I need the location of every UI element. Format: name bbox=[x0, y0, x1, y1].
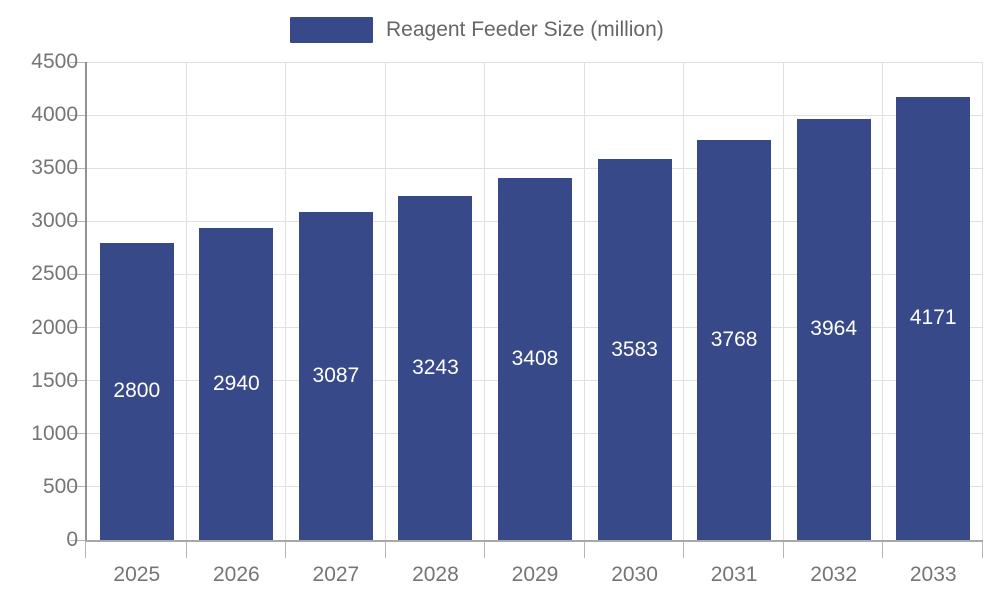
bar-value-label: 3768 bbox=[710, 327, 758, 351]
y-axis-tick bbox=[70, 327, 85, 329]
bar-2028[interactable]: 3243 bbox=[398, 195, 473, 540]
bar-2029[interactable]: 3408 bbox=[498, 178, 572, 540]
gridline-vertical bbox=[683, 62, 684, 540]
x-axis-tick bbox=[385, 542, 386, 558]
y-axis-tick bbox=[70, 273, 85, 275]
bar-2033[interactable]: 4171 bbox=[896, 96, 971, 540]
y-axis-tick-label: 2500 bbox=[31, 262, 78, 286]
bar-2027[interactable]: 3087 bbox=[298, 212, 373, 540]
x-axis-tick bbox=[982, 542, 983, 558]
x-axis-tick bbox=[783, 542, 784, 558]
legend-swatch-icon bbox=[290, 17, 373, 43]
x-axis-tick-label: 2027 bbox=[312, 563, 360, 586]
gridline-vertical bbox=[484, 62, 485, 540]
y-axis-tick-label: 4000 bbox=[31, 103, 78, 127]
x-axis-tick-label: 2033 bbox=[909, 563, 957, 586]
y-axis-tick bbox=[70, 114, 85, 116]
gridline-vertical bbox=[385, 62, 386, 540]
bar-value-label: 3408 bbox=[511, 347, 559, 370]
x-axis-tick-label: 2032 bbox=[810, 563, 858, 586]
bar-value-label: 3243 bbox=[412, 355, 459, 379]
y-axis-tick-label: 0 bbox=[66, 528, 78, 551]
gridline-horizontal bbox=[87, 62, 983, 63]
bar-value-label: 3964 bbox=[810, 317, 858, 341]
x-axis-tick bbox=[683, 542, 684, 558]
gridline-vertical bbox=[882, 62, 883, 540]
legend-label: Reagent Feeder Size (million) bbox=[386, 18, 664, 41]
x-axis-tick bbox=[484, 542, 485, 558]
bar-value-label: 3087 bbox=[312, 364, 360, 388]
x-axis-tick bbox=[285, 542, 286, 558]
x-axis-tick-label: 2025 bbox=[113, 563, 161, 586]
y-axis-tick bbox=[70, 61, 85, 63]
y-axis-tick bbox=[70, 486, 85, 488]
gridline-vertical bbox=[186, 62, 187, 540]
y-axis-tick bbox=[70, 539, 85, 541]
gridline-vertical bbox=[584, 62, 585, 540]
gridline-vertical bbox=[783, 62, 784, 540]
bar-2032[interactable]: 3964 bbox=[796, 118, 871, 540]
y-axis-tick-label: 2000 bbox=[31, 315, 78, 339]
bar-value-label: 2800 bbox=[113, 379, 161, 403]
y-axis-tick-label: 3000 bbox=[31, 209, 78, 233]
y-axis-tick-label: 3500 bbox=[31, 156, 78, 180]
bar-value-label: 2940 bbox=[212, 371, 260, 395]
x-axis-tick bbox=[186, 542, 187, 558]
y-axis-tick bbox=[70, 167, 85, 169]
x-axis-tick-label: 2031 bbox=[710, 563, 758, 586]
bar-value-label: 3583 bbox=[611, 337, 658, 361]
gridline-horizontal bbox=[87, 167, 983, 169]
bar-2026[interactable]: 2940 bbox=[199, 227, 274, 540]
x-axis-tick bbox=[584, 542, 585, 558]
bar-2030[interactable]: 3583 bbox=[597, 159, 672, 540]
y-axis-tick bbox=[70, 433, 85, 435]
y-axis-tick bbox=[70, 380, 85, 382]
x-axis-tick-label: 2026 bbox=[212, 563, 260, 586]
y-axis-tick-label: 1500 bbox=[31, 368, 78, 392]
plot-area: 2800 2940 3087 3243 3408 3583 3768 3964 4171 bbox=[70, 61, 983, 558]
y-axis-tick-label: 1000 bbox=[31, 421, 78, 445]
gridline-vertical bbox=[285, 62, 286, 540]
x-axis-tick-label: 2028 bbox=[412, 563, 459, 586]
y-axis-tick-label: 4500 bbox=[31, 50, 78, 73]
x-axis-tick-label: 2029 bbox=[511, 563, 559, 586]
x-axis-line bbox=[85, 540, 983, 542]
bar-value-label: 4171 bbox=[909, 306, 957, 330]
gridline-horizontal bbox=[87, 114, 983, 116]
bar-2025[interactable]: 2800 bbox=[99, 242, 174, 540]
y-axis-tick bbox=[70, 220, 85, 222]
x-axis-tick bbox=[882, 542, 883, 558]
x-axis-tick bbox=[85, 542, 86, 558]
bar-2031[interactable]: 3768 bbox=[697, 139, 772, 540]
gridline-vertical bbox=[982, 62, 983, 540]
legend[interactable]: Reagent Feeder Size (million) bbox=[290, 17, 664, 43]
x-axis-tick-label: 2030 bbox=[611, 563, 658, 586]
y-axis-tick-label: 500 bbox=[42, 474, 78, 498]
y-axis-line bbox=[85, 62, 87, 540]
